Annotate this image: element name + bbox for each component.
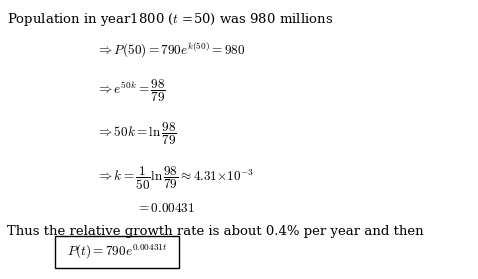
Text: $\Rightarrow k = \dfrac{1}{50}\ln\dfrac{98}{79} \approx 4.31{\times}10^{-3}$: $\Rightarrow k = \dfrac{1}{50}\ln\dfrac{… bbox=[96, 165, 253, 192]
Text: Thus the relative growth rate is about 0.4% per year and then: Thus the relative growth rate is about 0… bbox=[7, 225, 424, 238]
Text: $= 0.00431$: $= 0.00431$ bbox=[136, 202, 196, 215]
FancyBboxPatch shape bbox=[55, 236, 179, 268]
Text: $\Rightarrow P(50) = 790e^{k(50)} = 980$: $\Rightarrow P(50) = 790e^{k(50)} = 980$ bbox=[96, 40, 245, 60]
Text: $P(t) = 790e^{0.00431t}$: $P(t) = 790e^{0.00431t}$ bbox=[67, 243, 167, 261]
Text: $\Rightarrow e^{50k} = \dfrac{98}{79}$: $\Rightarrow e^{50k} = \dfrac{98}{79}$ bbox=[96, 78, 165, 104]
Text: Population in year1800 ($t$ =50) was 980 millions: Population in year1800 ($t$ =50) was 980… bbox=[7, 11, 333, 28]
Text: $\Rightarrow 50k = \ln\dfrac{98}{79}$: $\Rightarrow 50k = \ln\dfrac{98}{79}$ bbox=[96, 121, 176, 148]
